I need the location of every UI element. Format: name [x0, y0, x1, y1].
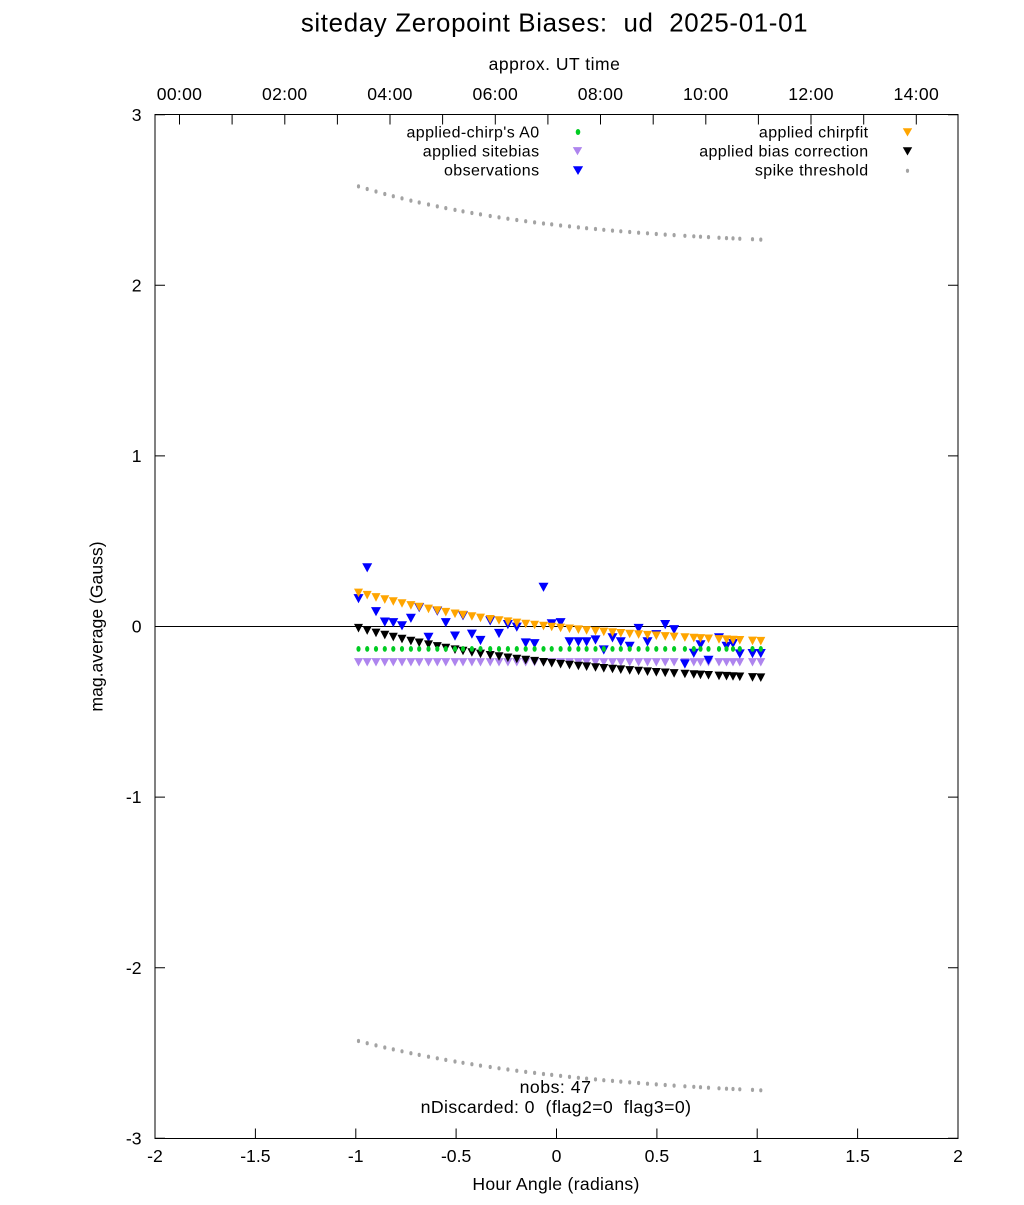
svg-text:0: 0	[132, 617, 142, 637]
svg-text:-1.5: -1.5	[240, 1146, 271, 1166]
svg-text:14:00: 14:00	[894, 84, 940, 104]
svg-text:observations: observations	[444, 163, 540, 180]
svg-text:Hour Angle (radians): Hour Angle (radians)	[472, 1174, 639, 1194]
svg-text:1: 1	[752, 1146, 762, 1166]
svg-text:00:00: 00:00	[157, 84, 203, 104]
svg-text:0.5: 0.5	[645, 1146, 670, 1166]
svg-text:-2: -2	[147, 1146, 163, 1166]
svg-text:12:00: 12:00	[788, 84, 834, 104]
svg-text:02:00: 02:00	[262, 84, 308, 104]
svg-text:-1: -1	[348, 1146, 364, 1166]
svg-text:applied chirpfit: applied chirpfit	[759, 124, 869, 141]
svg-text:applied bias correction: applied bias correction	[699, 144, 868, 161]
svg-text:1: 1	[132, 446, 142, 466]
svg-text:06:00: 06:00	[473, 84, 519, 104]
svg-text:10:00: 10:00	[683, 84, 729, 104]
svg-text:siteday Zeropoint Biases: ud: siteday Zeropoint Biases: ud 2025-01-01	[301, 10, 808, 38]
svg-text:-3: -3	[126, 1128, 142, 1148]
svg-text:nDiscarded: 0 (flag2=0 flag3: nDiscarded: 0 (flag2=0 flag3=0)	[421, 1097, 692, 1117]
svg-text:mag.average (Gauss): mag.average (Gauss)	[87, 541, 107, 711]
svg-text:applied-chirp's A0: applied-chirp's A0	[407, 124, 540, 141]
svg-text:applied sitebias: applied sitebias	[423, 144, 540, 161]
svg-text:approx. UT time: approx. UT time	[489, 54, 621, 74]
svg-text:-2: -2	[126, 958, 142, 978]
svg-text:-1: -1	[126, 787, 142, 807]
svg-text:nobs: 47: nobs: 47	[520, 1077, 592, 1097]
svg-text:2: 2	[132, 275, 142, 295]
svg-text:3: 3	[132, 105, 142, 125]
svg-text:04:00: 04:00	[367, 84, 413, 104]
svg-text:0: 0	[552, 1146, 562, 1166]
svg-text:2: 2	[953, 1146, 963, 1166]
svg-text:-0.5: -0.5	[441, 1146, 472, 1166]
svg-text:08:00: 08:00	[578, 84, 624, 104]
svg-text:1.5: 1.5	[845, 1146, 870, 1166]
svg-text:spike threshold: spike threshold	[755, 163, 869, 180]
